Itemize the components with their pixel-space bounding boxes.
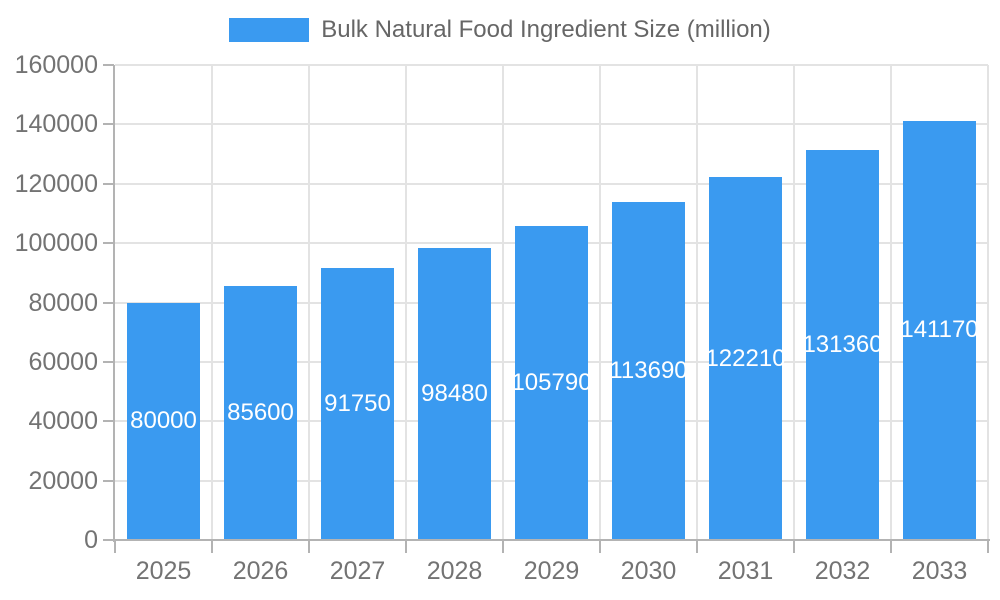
legend-swatch xyxy=(229,18,310,42)
x-axis-label: 2031 xyxy=(717,557,774,585)
bar-value-label: 80000 xyxy=(130,407,197,435)
bar-2029: 105790 xyxy=(511,225,592,540)
x-axis-label: 2026 xyxy=(232,557,289,585)
x-axis-label: 2027 xyxy=(329,557,386,585)
x-axis-tick xyxy=(599,540,601,553)
y-axis-tick-label: 0 xyxy=(84,526,98,554)
h-gridline xyxy=(115,123,988,126)
x-axis-tick xyxy=(793,540,795,553)
bar-value-label: 91750 xyxy=(324,389,391,417)
x-axis-tick xyxy=(405,540,407,553)
bar-2033: 141170 xyxy=(900,120,979,540)
y-axis-tick-label: 60000 xyxy=(28,347,98,376)
y-axis-tick-label: 20000 xyxy=(28,466,98,495)
y-axis-tick-label: 100000 xyxy=(14,229,98,258)
x-axis-tick xyxy=(502,540,504,553)
x-axis-label: 2028 xyxy=(426,557,483,585)
v-gridline xyxy=(599,65,601,540)
x-axis-tick xyxy=(114,540,116,553)
y-axis-tick xyxy=(103,64,114,66)
y-axis-tick xyxy=(103,360,114,363)
y-axis-line xyxy=(113,65,115,542)
y-axis-tick-label: 80000 xyxy=(28,288,98,317)
plot-area: 80000 85600 91750 98480 105790 113690 122210 13… xyxy=(115,64,989,540)
y-axis-tick xyxy=(103,182,114,185)
legend-label: Bulk Natural Food Ingredient Size (milli… xyxy=(321,16,771,43)
x-axis-tick xyxy=(987,540,989,553)
y-axis-tick-label: 120000 xyxy=(14,169,98,198)
v-gridline xyxy=(405,65,407,540)
v-gridline xyxy=(211,65,213,540)
y-axis-tick xyxy=(103,301,114,304)
y-axis-tick xyxy=(103,479,114,482)
x-axis-tick xyxy=(211,540,213,553)
bar-value-label: 141170 xyxy=(900,316,979,344)
y-axis-tick xyxy=(103,420,114,423)
bar-2030: 113690 xyxy=(609,202,688,540)
v-gridline xyxy=(793,65,795,540)
x-axis-label: 2029 xyxy=(523,557,580,585)
x-axis-label: 2030 xyxy=(620,557,677,585)
bar-value-label: 105790 xyxy=(511,368,592,396)
x-axis-label: 2032 xyxy=(814,557,871,585)
h-gridline xyxy=(115,64,988,66)
h-gridline xyxy=(115,182,988,185)
y-axis-tick xyxy=(103,242,114,245)
x-axis-label: 2033 xyxy=(911,557,968,585)
bar-value-label: 113690 xyxy=(609,357,688,385)
bar-2028: 98480 xyxy=(418,247,491,540)
v-gridline xyxy=(696,65,698,540)
bar-value-label: 131360 xyxy=(802,331,883,359)
y-axis-tick-label: 160000 xyxy=(14,51,98,79)
bar-2032: 131360 xyxy=(802,150,883,540)
y-axis-tick-label: 140000 xyxy=(14,110,98,139)
bar-value-label: 85600 xyxy=(227,398,294,426)
chart-legend[interactable]: Bulk Natural Food Ingredient Size (milli… xyxy=(0,16,1000,44)
x-axis-tick xyxy=(308,540,310,553)
x-axis-tick xyxy=(696,540,698,553)
v-gridline xyxy=(890,65,892,540)
x-axis-tick xyxy=(890,540,892,553)
bar-2026: 85600 xyxy=(224,285,297,540)
v-gridline xyxy=(502,65,504,540)
bar-2025: 80000 xyxy=(127,302,200,540)
x-axis-label: 2025 xyxy=(135,557,192,585)
bar-2027: 91750 xyxy=(321,267,394,540)
v-gridline xyxy=(987,65,989,540)
y-axis-tick-label: 40000 xyxy=(28,407,98,436)
y-axis-tick xyxy=(103,123,114,126)
x-axis-line xyxy=(104,539,990,541)
y-axis-tick xyxy=(103,539,114,541)
bar-value-label: 98480 xyxy=(421,379,488,407)
bar-2031: 122210 xyxy=(705,177,786,540)
bar-value-label: 122210 xyxy=(705,344,786,372)
v-gridline xyxy=(308,65,310,540)
